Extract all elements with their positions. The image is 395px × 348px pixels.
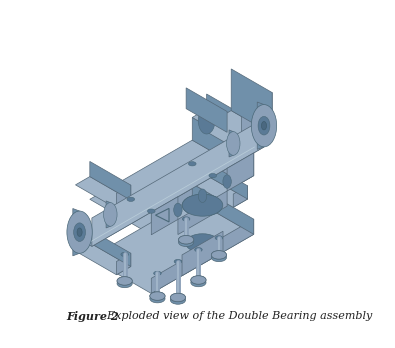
Text: Figure 2: Figure 2 xyxy=(66,311,119,322)
Ellipse shape xyxy=(182,217,190,221)
Polygon shape xyxy=(192,184,254,234)
Ellipse shape xyxy=(226,132,240,155)
Ellipse shape xyxy=(170,293,186,302)
Ellipse shape xyxy=(67,211,92,253)
Ellipse shape xyxy=(150,294,165,303)
Ellipse shape xyxy=(182,194,223,216)
Polygon shape xyxy=(257,102,264,149)
Ellipse shape xyxy=(73,223,85,242)
Ellipse shape xyxy=(215,236,223,240)
Ellipse shape xyxy=(211,251,226,259)
Polygon shape xyxy=(227,153,254,191)
Ellipse shape xyxy=(170,296,186,304)
Ellipse shape xyxy=(170,293,186,302)
Ellipse shape xyxy=(195,247,202,252)
Polygon shape xyxy=(91,147,255,242)
Ellipse shape xyxy=(174,259,182,264)
Polygon shape xyxy=(90,199,254,293)
Ellipse shape xyxy=(211,251,226,259)
Polygon shape xyxy=(117,185,131,208)
Polygon shape xyxy=(241,93,272,152)
Polygon shape xyxy=(151,197,178,235)
Ellipse shape xyxy=(251,105,276,147)
Polygon shape xyxy=(229,130,233,157)
Polygon shape xyxy=(182,231,223,276)
Ellipse shape xyxy=(182,194,223,216)
Ellipse shape xyxy=(198,189,207,203)
Ellipse shape xyxy=(211,253,226,262)
Ellipse shape xyxy=(117,277,132,285)
Ellipse shape xyxy=(103,203,117,226)
Polygon shape xyxy=(207,94,248,133)
Ellipse shape xyxy=(121,252,128,256)
Ellipse shape xyxy=(117,277,132,285)
Polygon shape xyxy=(79,140,264,246)
Ellipse shape xyxy=(154,271,161,276)
Ellipse shape xyxy=(117,279,132,288)
Ellipse shape xyxy=(186,234,219,252)
Text: Exploded view of the Double Bearing assembly: Exploded view of the Double Bearing asse… xyxy=(100,311,372,321)
Polygon shape xyxy=(186,88,227,132)
Polygon shape xyxy=(90,140,254,235)
Polygon shape xyxy=(90,230,131,267)
Polygon shape xyxy=(233,186,248,207)
Polygon shape xyxy=(90,161,131,200)
Ellipse shape xyxy=(77,228,82,236)
Ellipse shape xyxy=(258,117,270,135)
Polygon shape xyxy=(192,117,254,176)
Polygon shape xyxy=(233,118,248,141)
Polygon shape xyxy=(75,176,131,208)
Ellipse shape xyxy=(147,209,155,213)
Ellipse shape xyxy=(191,278,206,287)
Ellipse shape xyxy=(209,174,216,178)
Ellipse shape xyxy=(174,203,182,217)
Polygon shape xyxy=(117,253,131,275)
Polygon shape xyxy=(75,243,131,275)
Ellipse shape xyxy=(127,197,135,201)
Polygon shape xyxy=(106,201,110,228)
Polygon shape xyxy=(151,219,254,293)
Ellipse shape xyxy=(150,292,165,300)
Polygon shape xyxy=(151,153,254,235)
Polygon shape xyxy=(178,191,227,235)
Polygon shape xyxy=(192,109,248,141)
Ellipse shape xyxy=(179,236,194,244)
Ellipse shape xyxy=(179,236,194,244)
Ellipse shape xyxy=(223,175,231,188)
Polygon shape xyxy=(92,119,264,246)
Polygon shape xyxy=(207,162,248,199)
Ellipse shape xyxy=(150,292,165,300)
Ellipse shape xyxy=(191,276,206,284)
Ellipse shape xyxy=(179,238,194,246)
Polygon shape xyxy=(231,69,272,134)
Ellipse shape xyxy=(191,276,206,284)
Polygon shape xyxy=(201,111,272,152)
Polygon shape xyxy=(192,175,248,207)
Polygon shape xyxy=(73,208,79,256)
Ellipse shape xyxy=(261,121,267,130)
Ellipse shape xyxy=(198,107,215,134)
Ellipse shape xyxy=(188,162,196,166)
